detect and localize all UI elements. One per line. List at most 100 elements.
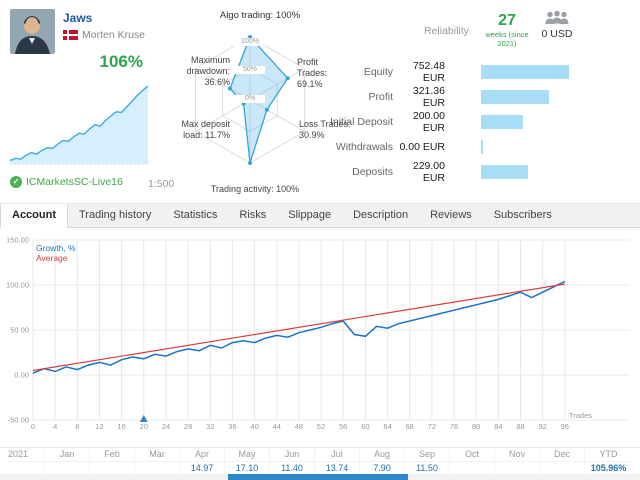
tab-account[interactable]: Account <box>0 204 68 228</box>
verified-check-icon: ✓ <box>10 176 22 188</box>
horizontal-scrollbar-thumb[interactable] <box>228 474 408 480</box>
stat-bar <box>481 114 523 129</box>
avatar-image <box>10 9 55 54</box>
svg-text:32: 32 <box>206 422 214 431</box>
stat-value: 229.00 EUR <box>412 159 445 184</box>
reliability-label: Reliability <box>424 25 469 37</box>
svg-text:52: 52 <box>317 422 325 431</box>
monthly-value <box>90 462 135 475</box>
svg-text:44: 44 <box>273 422 281 431</box>
tab-trading-history[interactable]: Trading history <box>79 209 152 221</box>
monthly-year: 2021 <box>8 448 45 461</box>
svg-text:50.00: 50.00 <box>10 326 29 335</box>
weeks-caption: weeks (since 2021) <box>485 30 529 48</box>
svg-text:60: 60 <box>361 422 369 431</box>
svg-text:40: 40 <box>250 422 258 431</box>
monthly-growth-table: 2021 Jan Feb Mar Apr May Jun Jul Aug Sep Oct Nov Dec… <box>0 447 640 475</box>
svg-text:12: 12 <box>95 422 103 431</box>
weeks-count: 27 <box>498 12 516 29</box>
stat-bar <box>481 139 483 154</box>
broker-server-name: ICMarketsSC-Live16 <box>26 176 123 188</box>
radar-axis-profit-trades: Profit Trades: 69.1% <box>297 57 328 89</box>
svg-text:8: 8 <box>75 422 79 431</box>
svg-text:68: 68 <box>406 422 414 431</box>
monthly-value: 13.74 <box>315 462 360 475</box>
stat-bar <box>481 164 528 179</box>
radar-scale-50: 50% <box>235 66 265 74</box>
svg-text:16: 16 <box>117 422 125 431</box>
tab-slippage[interactable]: Slippage <box>288 209 332 221</box>
monthly-value <box>495 462 540 475</box>
monthly-value: 11.50 <box>405 462 450 475</box>
monthly-month-label: Jan <box>45 448 90 461</box>
monthly-row-values: 14.97 17.10 11.40 13.74 7.90 11.50 105.96% <box>8 462 632 475</box>
radar-axis-trading-activity: Trading activity: 100% <box>210 184 300 194</box>
svg-text:64: 64 <box>383 422 391 431</box>
tab-reviews[interactable]: Reviews <box>430 209 472 221</box>
stat-value: 321.36 EUR <box>412 84 445 109</box>
radar-axis-loss-trades: Loss Trades: 30.9% <box>299 119 351 140</box>
monthly-value: 7.90 <box>360 462 405 475</box>
svg-text:0.00: 0.00 <box>14 371 29 380</box>
monthly-month-label: Mar <box>135 448 180 461</box>
svg-text:Trades: Trades <box>569 411 592 420</box>
tab-statistics[interactable]: Statistics <box>173 209 218 221</box>
stat-row-initial-deposit: Initial Deposit 200.00 EUR <box>325 109 637 134</box>
svg-text:28: 28 <box>184 422 192 431</box>
denmark-flag-icon <box>63 30 78 40</box>
stat-label: Withdrawals <box>335 140 393 153</box>
svg-text:150.00: 150.00 <box>6 236 29 245</box>
svg-text:92: 92 <box>539 422 547 431</box>
svg-text:88: 88 <box>516 422 524 431</box>
growth-chart-svg: 0 4 8 12 16 20 24 28 32 36 40 44 48 52 56 60 64 68 72 76 80 8… <box>6 236 630 431</box>
monthly-value <box>45 462 90 475</box>
stat-row-equity: Equity 752.48 EUR <box>325 59 637 84</box>
monthly-month-label: Jun <box>270 448 315 461</box>
signal-name-link[interactable]: Jaws <box>63 11 93 25</box>
svg-text:84: 84 <box>494 422 502 431</box>
svg-text:Growth, %: Growth, % <box>36 243 76 253</box>
author-row[interactable]: Morten Kruse <box>63 29 145 41</box>
weeks-box: 27 weeks (since 2021) <box>476 12 538 48</box>
stat-label: Deposits <box>352 165 393 178</box>
svg-text:20: 20 <box>140 422 148 431</box>
monthly-ytd-value: 105.96% <box>590 463 627 473</box>
radar-scale-0: 0% <box>235 95 265 103</box>
sparkline-area <box>10 86 148 164</box>
monthly-value: 11.40 <box>270 462 315 475</box>
price-box: 0 USD <box>534 10 580 40</box>
svg-text:72: 72 <box>428 422 436 431</box>
svg-text:96: 96 <box>561 422 569 431</box>
stat-label: Initial Deposit <box>329 115 393 128</box>
stat-bar <box>481 64 569 79</box>
svg-text:48: 48 <box>295 422 303 431</box>
profile-avatar[interactable] <box>10 9 55 54</box>
monthly-month-label: Oct <box>450 448 495 461</box>
svg-text:80: 80 <box>472 422 480 431</box>
radar-axis-max-deposit-load: Max deposit load: 11.7% <box>181 119 230 140</box>
radar-chart-card: Algo trading: 100% 100% 50% 0% Profit Tr… <box>170 8 350 200</box>
monthly-month-label: Sep <box>405 448 450 461</box>
tab-bar: Account Trading history Statistics Risks… <box>0 203 640 228</box>
sparkline-line <box>10 85 148 162</box>
monthly-year-spacer <box>8 462 45 475</box>
tab-subscribers[interactable]: Subscribers <box>493 209 552 221</box>
monthly-month-label: Feb <box>90 448 135 461</box>
monthly-month-label: Jul <box>315 448 360 461</box>
monthly-month-label: Apr <box>180 448 225 461</box>
tab-risks[interactable]: Risks <box>239 209 267 221</box>
svg-text:100.00: 100.00 <box>6 281 29 290</box>
signal-price: 0 USD <box>541 28 573 40</box>
radar-axis-algo-trading: Algo trading: 100% <box>219 10 301 21</box>
stat-row-profit: Profit 321.36 EUR <box>325 84 637 109</box>
svg-text:56: 56 <box>339 422 347 431</box>
stat-label: Profit <box>368 90 393 103</box>
monthly-value <box>135 462 180 475</box>
svg-text:Average: Average <box>36 253 68 263</box>
stat-value: 0.00 EUR <box>399 140 445 153</box>
monthly-value <box>450 462 495 475</box>
tab-description[interactable]: Description <box>353 209 409 221</box>
svg-text:0: 0 <box>31 422 35 431</box>
monthly-month-label: Aug <box>360 448 405 461</box>
growth-percent: 106% <box>99 52 143 71</box>
